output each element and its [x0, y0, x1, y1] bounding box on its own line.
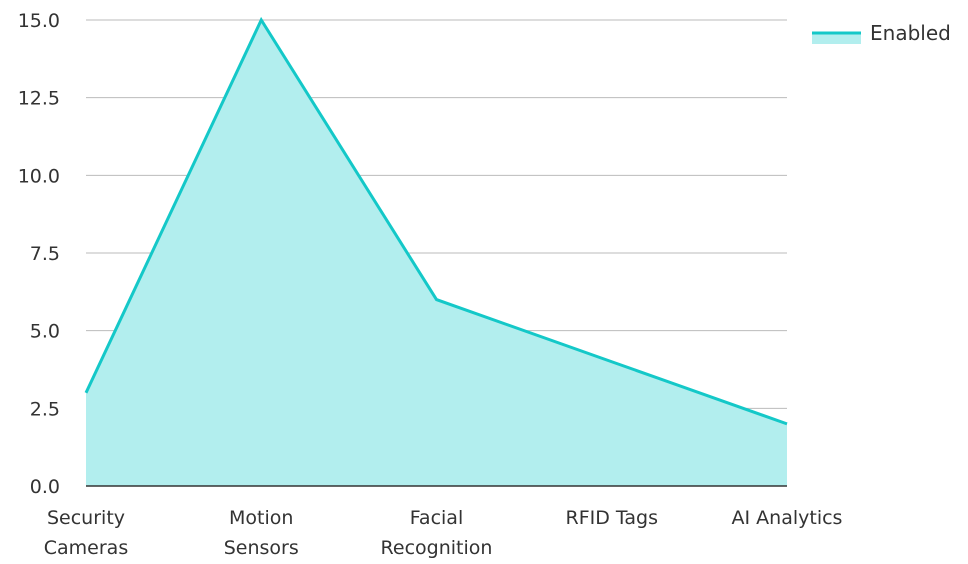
x-tick-label: RFID Tags [566, 507, 658, 529]
y-axis-ticks: 0.0 2.5 5.0 7.5 10.0 12.5 15.0 [18, 10, 60, 498]
legend-label: Enabled [870, 21, 951, 45]
x-tick-label: Motion Sensors [224, 507, 299, 559]
area-series [84, 16, 788, 486]
x-tick-label: Facial Recognition [381, 507, 493, 559]
area-fill [86, 20, 787, 486]
y-tick-label: 5.0 [30, 321, 60, 343]
y-tick-label: 0.0 [30, 476, 60, 498]
x-tick-label: Security Cameras [44, 507, 128, 559]
x-tick-label: AI Analytics [732, 507, 843, 529]
y-tick-label: 2.5 [30, 398, 60, 420]
y-tick-label: 15.0 [18, 10, 60, 32]
y-tick-label: 7.5 [30, 243, 60, 265]
legend-swatch-fill [812, 34, 861, 44]
series-line [84, 16, 788, 426]
y-tick-label: 10.0 [18, 165, 60, 187]
x-axis-ticks: Security Cameras Motion Sensors Facial Recogn… [44, 507, 843, 559]
legend: Enabled [812, 21, 951, 45]
y-tick-label: 12.5 [18, 88, 60, 110]
